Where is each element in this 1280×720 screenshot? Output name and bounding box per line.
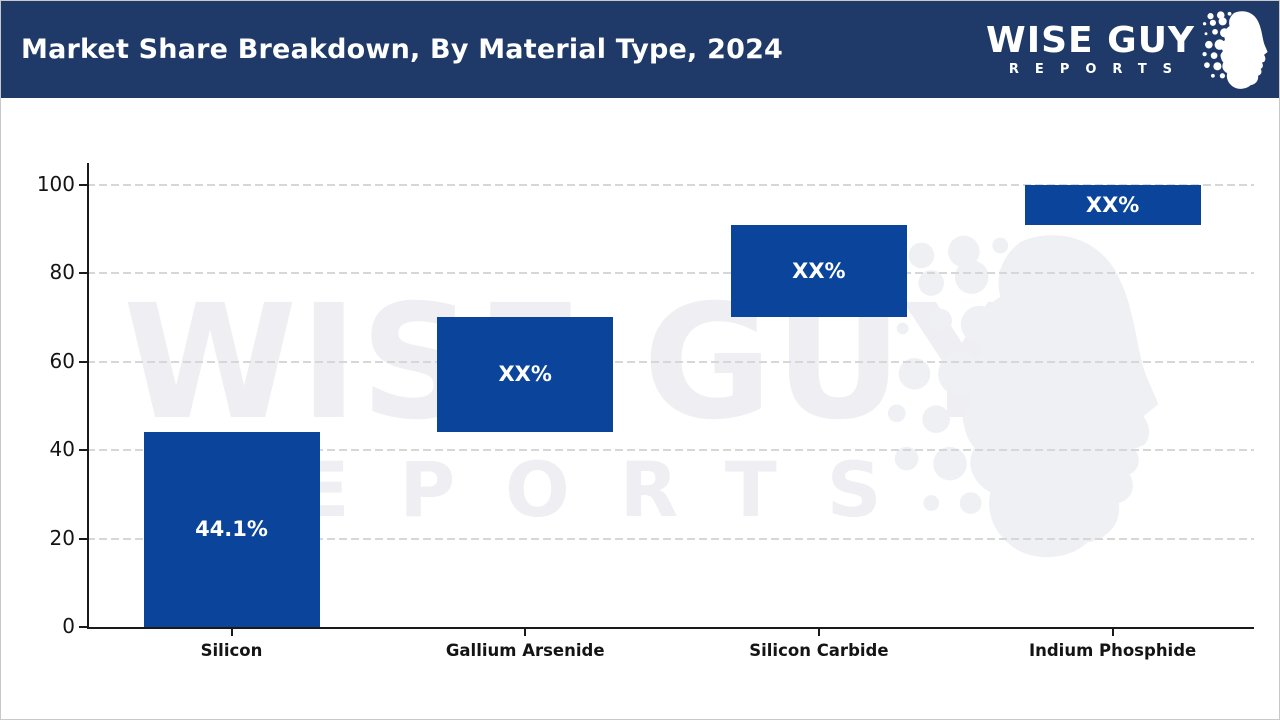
y-axis: [87, 163, 89, 629]
bar-indium-phosphide: XX%: [1024, 184, 1201, 226]
logo-wordmark: WISE GUY: [985, 20, 1195, 62]
grid-line: [87, 183, 1254, 186]
bar-silicon: 44.1%: [143, 431, 320, 627]
y-tick-label: 100: [36, 171, 75, 196]
y-tick-label: 0: [62, 614, 75, 638]
x-tick-label-gallium-arsenide: Gallium Arsenide: [445, 641, 605, 660]
x-tick-mark: [817, 629, 820, 636]
y-tick-label: 60: [49, 348, 75, 373]
logo-subtext: REPORTS: [1008, 61, 1189, 77]
x-tick-label-silicon: Silicon: [200, 641, 263, 660]
watermark-face-profile-icon: [887, 235, 1159, 558]
x-axis: [87, 627, 1254, 629]
x-tick-label-indium-phosphide: Indium Phosphide: [1028, 641, 1197, 660]
grid-line: [87, 360, 1254, 363]
header: Market Share Breakdown, By Material Type…: [1, 1, 1279, 98]
grid-line: [87, 449, 1254, 452]
dotted-face-profile-icon: [1202, 10, 1268, 89]
y-tick-label: 40: [49, 437, 75, 462]
y-tick-mark: [79, 626, 87, 628]
x-tick-mark: [1111, 629, 1114, 636]
grid-line: [87, 272, 1254, 275]
y-tick-mark: [79, 272, 87, 275]
bar-value-label: XX%: [792, 258, 846, 283]
bar-value-label: XX%: [498, 362, 552, 387]
y-tick-label: 80: [49, 260, 75, 285]
bar-value-label: XX%: [1085, 193, 1140, 218]
bar-silicon-carbide: XX%: [730, 225, 907, 317]
logo-text: WISE GUY REPORTS: [986, 22, 1195, 77]
y-tick-label: 20: [49, 525, 75, 550]
wise-guy-logo: WISE GUY REPORTS: [986, 1, 1271, 98]
y-tick-mark: [79, 449, 87, 452]
x-tick-label-silicon-carbide: Silicon Carbide: [749, 641, 889, 660]
bar-value-label: 44.1%: [195, 517, 268, 542]
y-tick-mark: [79, 183, 87, 186]
x-tick-mark: [524, 629, 527, 636]
x-tick-mark: [230, 629, 233, 636]
y-tick-mark: [79, 537, 87, 540]
grid-line: [87, 537, 1254, 540]
y-tick-mark: [79, 360, 87, 363]
bar-gallium-arsenide: XX%: [437, 316, 614, 432]
page-title: Market Share Breakdown, By Material Type…: [21, 34, 784, 65]
